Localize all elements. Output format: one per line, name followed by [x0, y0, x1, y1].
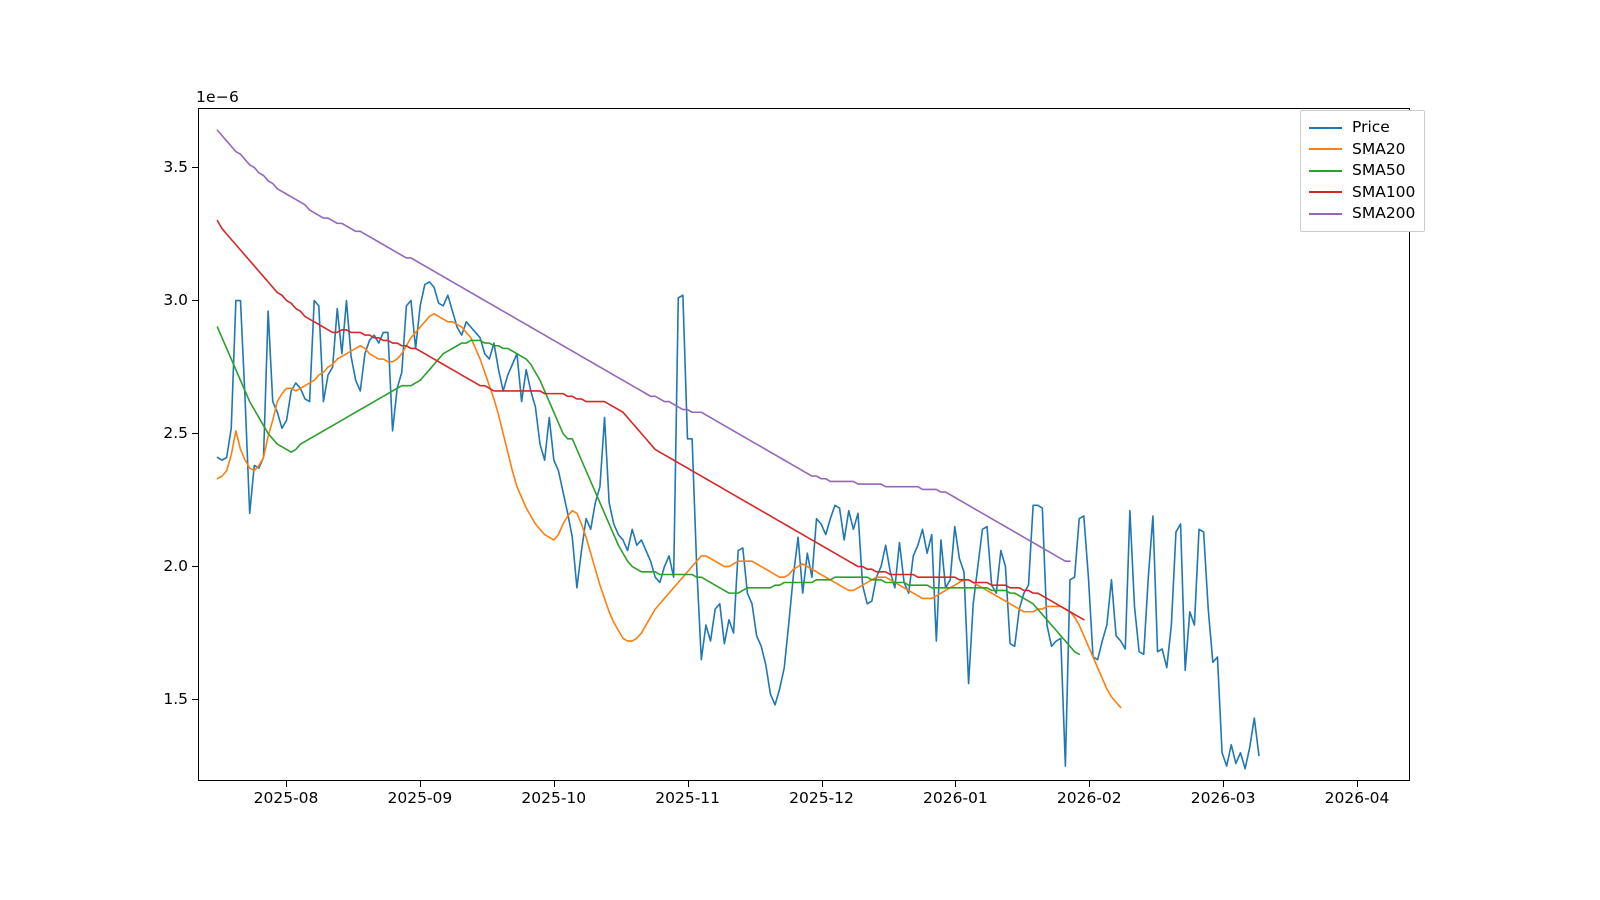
y-tick-label: 3.0: [163, 290, 188, 309]
x-tick-mark: [687, 781, 689, 787]
legend-item-sma200[interactable]: SMA200: [1309, 203, 1415, 225]
legend-label: SMA20: [1352, 139, 1406, 158]
y-tick-mark: [192, 565, 198, 567]
x-tick-label: 2026-03: [1190, 789, 1256, 807]
chart-legend[interactable]: Price SMA20 SMA50 SMA100 SMA200: [1300, 110, 1426, 232]
x-tick-label: 2025-10: [521, 789, 587, 807]
y-tick-label: 1.5: [163, 689, 188, 708]
legend-color-swatch: [1309, 191, 1342, 194]
y-tick-mark: [192, 299, 198, 301]
series-line-sma20: [216, 313, 1122, 709]
x-tick-mark: [553, 781, 555, 787]
plot-axes-area: [198, 108, 1410, 781]
x-tick-label: 2026-01: [922, 789, 988, 807]
x-tick-mark: [419, 781, 421, 787]
series-line-price: [216, 281, 1260, 770]
y-tick-mark: [192, 698, 198, 700]
legend-label: SMA200: [1352, 204, 1416, 222]
y-tick-mark: [192, 432, 198, 434]
x-tick-mark: [1357, 781, 1359, 787]
x-tick-label: 2025-09: [387, 789, 453, 807]
legend-color-swatch: [1309, 169, 1342, 172]
x-tick-label: 2025-08: [253, 789, 319, 807]
legend-color-swatch: [1309, 148, 1342, 151]
x-tick-label: 2025-11: [655, 789, 721, 807]
y-tick-mark: [192, 166, 198, 168]
legend-label: SMA50: [1352, 161, 1406, 179]
x-tick-mark: [1089, 781, 1091, 787]
legend-label: Price: [1352, 118, 1390, 136]
x-tick-label: 2025-12: [789, 789, 854, 807]
series-line-sma100: [216, 219, 1085, 621]
legend-item-sma20[interactable]: SMA20: [1309, 139, 1415, 161]
x-tick-mark: [1223, 781, 1225, 787]
x-tick-mark: [955, 781, 957, 787]
series-line-sma200: [216, 129, 1071, 563]
x-tick-label: 2026-02: [1056, 789, 1122, 807]
y-axis-offset-label: 1e−6: [196, 88, 240, 106]
legend-color-swatch: [1309, 126, 1342, 129]
x-tick-mark: [286, 781, 288, 787]
y-tick-label: 2.0: [163, 556, 188, 575]
series-line-sma50: [216, 326, 1081, 656]
legend-item-sma50[interactable]: SMA50: [1309, 160, 1415, 182]
legend-color-swatch: [1309, 212, 1342, 215]
series-plot-svg: [216, 129, 1260, 770]
x-tick-mark: [821, 781, 823, 787]
legend-label: SMA100: [1352, 182, 1416, 201]
y-tick-label: 2.5: [163, 423, 188, 442]
x-tick-label: 2026-04: [1324, 789, 1390, 807]
legend-item-sma100[interactable]: SMA100: [1309, 182, 1415, 204]
legend-item-price[interactable]: Price: [1309, 117, 1415, 139]
y-tick-label: 3.5: [163, 157, 188, 176]
